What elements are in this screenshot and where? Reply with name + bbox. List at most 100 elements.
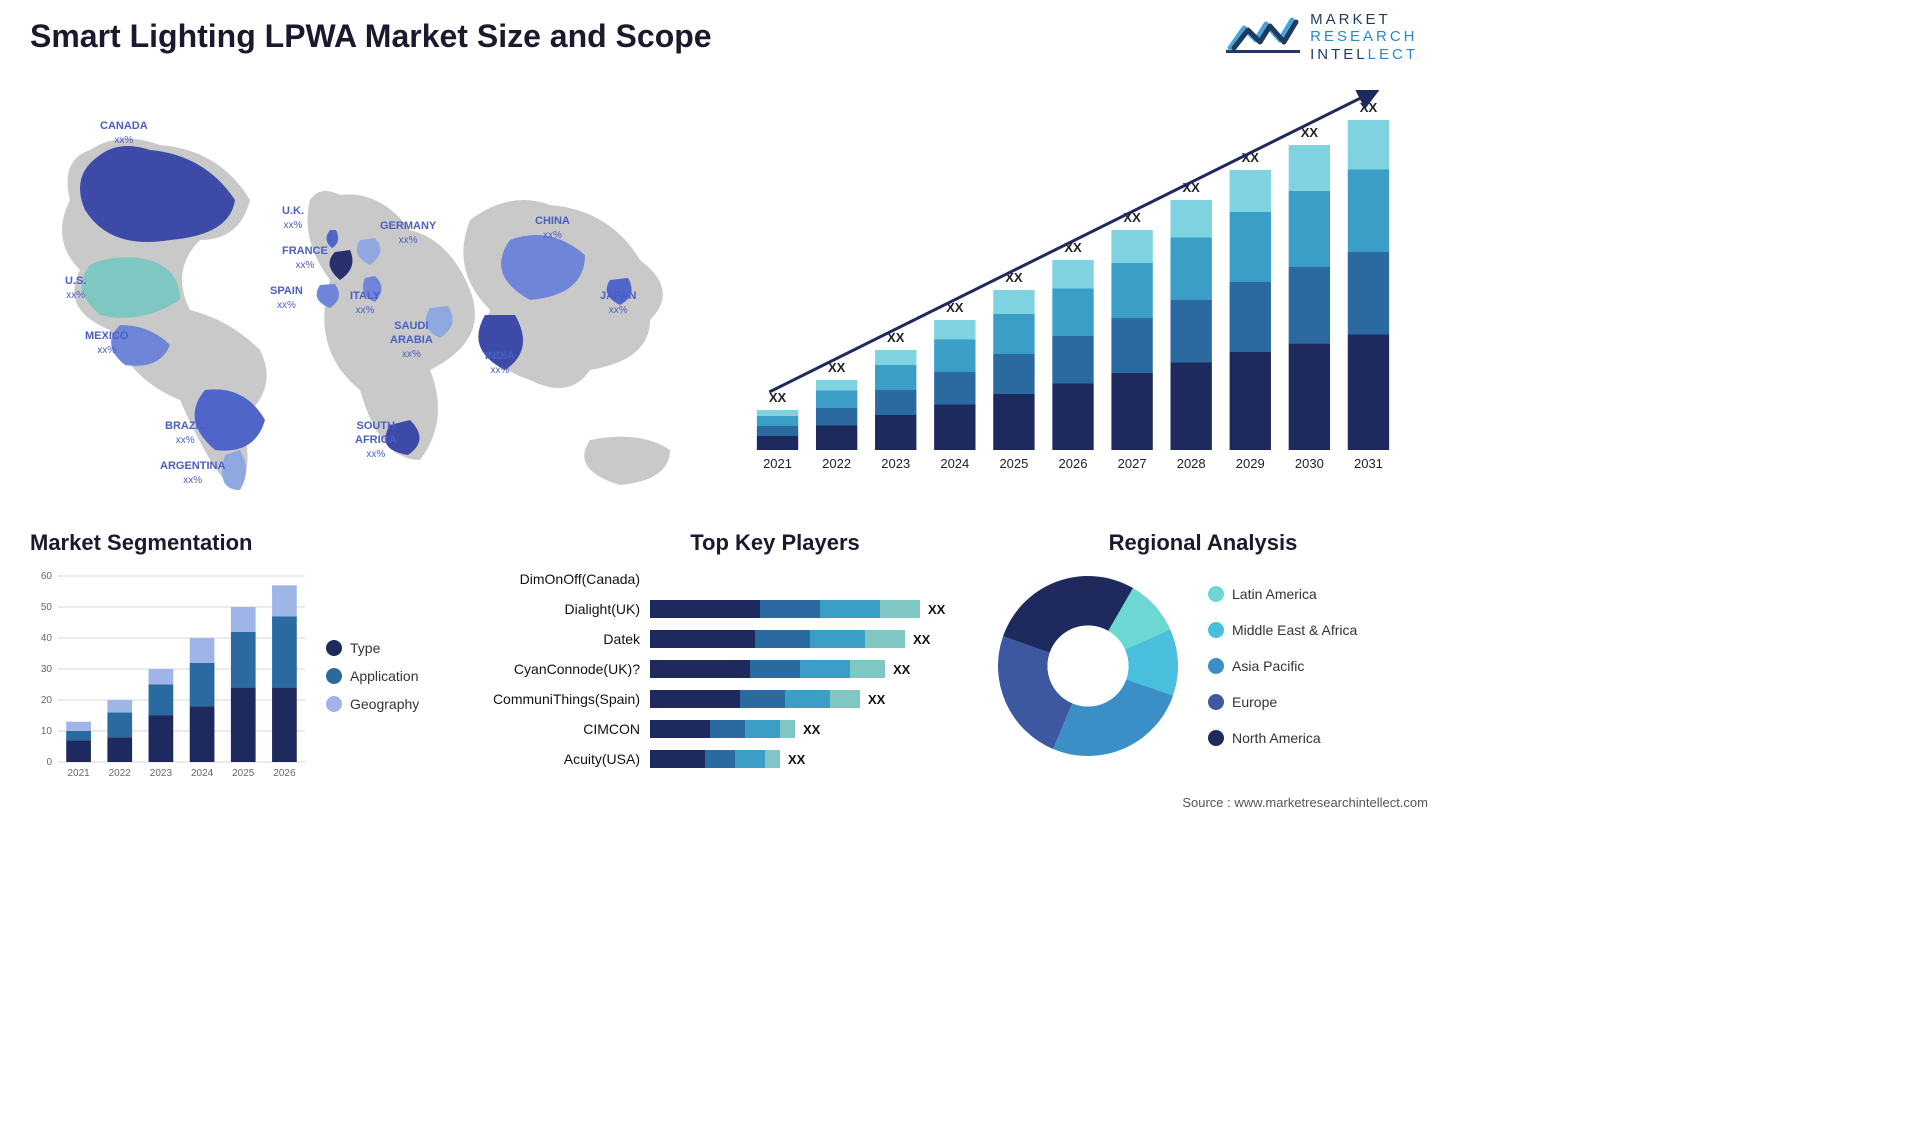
legend-item: North America <box>1208 730 1357 746</box>
source-text: Source : www.marketresearchintellect.com <box>1182 795 1428 810</box>
player-bar <box>650 660 885 678</box>
player-row: CommuniThings(Spain)XX <box>480 686 990 712</box>
player-bar-segment <box>650 630 755 648</box>
legend-label: Type <box>350 640 380 656</box>
svg-text:2027: 2027 <box>1118 456 1147 471</box>
player-row: Dialight(UK) XX <box>480 596 990 622</box>
player-bar-segment <box>785 690 830 708</box>
legend-label: Middle East & Africa <box>1232 622 1357 638</box>
svg-text:10: 10 <box>41 726 53 737</box>
regional-heading: Regional Analysis <box>988 530 1418 556</box>
svg-text:2028: 2028 <box>1177 456 1206 471</box>
logo-line2a: RESEARCH <box>1310 28 1417 45</box>
logo-line3a: INTEL <box>1310 46 1368 63</box>
svg-text:2024: 2024 <box>191 768 214 779</box>
player-bar-segment <box>765 750 780 768</box>
player-bar-segment <box>745 720 780 738</box>
brand-logo: MARKET RESEARCH INTELLECT <box>1226 10 1418 64</box>
player-row: DimOnOff(Canada) <box>480 566 990 592</box>
player-value: XX <box>803 722 820 737</box>
player-row: CyanConnode(UK)? XX <box>480 656 990 682</box>
player-bar-segment <box>850 660 885 678</box>
player-row: Acuity(USA) XX <box>480 746 990 772</box>
legend-label: Europe <box>1232 694 1277 710</box>
svg-text:2024: 2024 <box>940 456 969 471</box>
legend-swatch <box>1208 730 1224 746</box>
player-bar-segment <box>880 600 920 618</box>
player-bar-segment <box>760 600 820 618</box>
legend-label: Asia Pacific <box>1232 658 1304 674</box>
legend-item: Europe <box>1208 694 1357 710</box>
legend-swatch <box>1208 622 1224 638</box>
svg-text:0: 0 <box>46 757 52 768</box>
player-label: CommuniThings(Spain) <box>480 691 650 707</box>
legend-swatch <box>1208 658 1224 674</box>
svg-text:2021: 2021 <box>763 456 792 471</box>
legend-swatch <box>326 696 342 712</box>
svg-text:2025: 2025 <box>999 456 1028 471</box>
svg-text:30: 30 <box>41 664 53 675</box>
player-bar-segment <box>740 690 785 708</box>
player-bar-segment <box>780 720 795 738</box>
player-bar <box>650 750 780 768</box>
svg-text:2026: 2026 <box>1059 456 1088 471</box>
logo-line1: MARKET <box>1310 11 1418 28</box>
player-label: DimOnOff(Canada) <box>480 571 650 587</box>
legend-label: Latin America <box>1232 586 1317 602</box>
legend-label: North America <box>1232 730 1321 746</box>
player-label: CyanConnode(UK)? <box>480 661 650 677</box>
player-bar-segment <box>865 630 905 648</box>
legend-label: Application <box>350 668 419 684</box>
player-label: Acuity(USA) <box>480 751 650 767</box>
world-map: CANADAxx%U.S.xx%MEXICOxx%BRAZILxx%ARGENT… <box>30 90 690 510</box>
player-value: XX <box>893 662 910 677</box>
player-row: DatekXX <box>480 626 990 652</box>
svg-text:2030: 2030 <box>1295 456 1324 471</box>
logo-icon <box>1226 10 1300 64</box>
legend-item: Middle East & Africa <box>1208 622 1357 638</box>
svg-text:20: 20 <box>41 695 53 706</box>
svg-text:2026: 2026 <box>273 768 296 779</box>
segmentation-panel: Market Segmentation 0 10 20 30 40 50 60 2021 202… <box>30 530 470 800</box>
player-bar-segment <box>650 750 705 768</box>
player-bar-segment <box>800 660 850 678</box>
player-bar <box>650 600 920 618</box>
player-bar-segment <box>710 720 745 738</box>
legend-item: Geography <box>326 696 419 712</box>
player-bar-segment <box>820 600 880 618</box>
regional-panel: Regional Analysis Latin America Middle Ea… <box>988 530 1418 800</box>
player-bar <box>650 630 905 648</box>
svg-text:XX: XX <box>1360 100 1378 115</box>
growth-chart: XX2021XX2022XX2023XX2024XX2025XX2026XX20… <box>728 90 1418 490</box>
player-bar-segment <box>810 630 865 648</box>
svg-text:2023: 2023 <box>150 768 173 779</box>
player-label: CIMCON <box>480 721 650 737</box>
legend-swatch <box>1208 586 1224 602</box>
legend-swatch <box>1208 694 1224 710</box>
legend-item: Type <box>326 640 419 656</box>
svg-text:2031: 2031 <box>1354 456 1383 471</box>
svg-text:60: 60 <box>41 571 53 582</box>
player-bar-segment <box>650 690 740 708</box>
player-bar-segment <box>650 720 710 738</box>
player-label: Dialight(UK) <box>480 601 650 617</box>
player-value: XX <box>928 602 945 617</box>
player-row: CIMCON XX <box>480 716 990 742</box>
legend-item: Application <box>326 668 419 684</box>
svg-text:50: 50 <box>41 602 53 613</box>
player-value: XX <box>788 752 805 767</box>
legend-swatch <box>326 668 342 684</box>
legend-swatch <box>326 640 342 656</box>
svg-text:2022: 2022 <box>822 456 851 471</box>
player-bar <box>650 690 860 708</box>
svg-text:2021: 2021 <box>67 768 90 779</box>
svg-text:2029: 2029 <box>1236 456 1265 471</box>
player-bar <box>650 720 795 738</box>
segmentation-heading: Market Segmentation <box>30 530 470 556</box>
svg-text:2023: 2023 <box>881 456 910 471</box>
player-label: Datek <box>480 631 650 647</box>
svg-text:40: 40 <box>41 633 53 644</box>
legend-item: Latin America <box>1208 586 1357 602</box>
player-bar-segment <box>705 750 735 768</box>
segmentation-legend: Type Application Geography <box>326 566 419 786</box>
